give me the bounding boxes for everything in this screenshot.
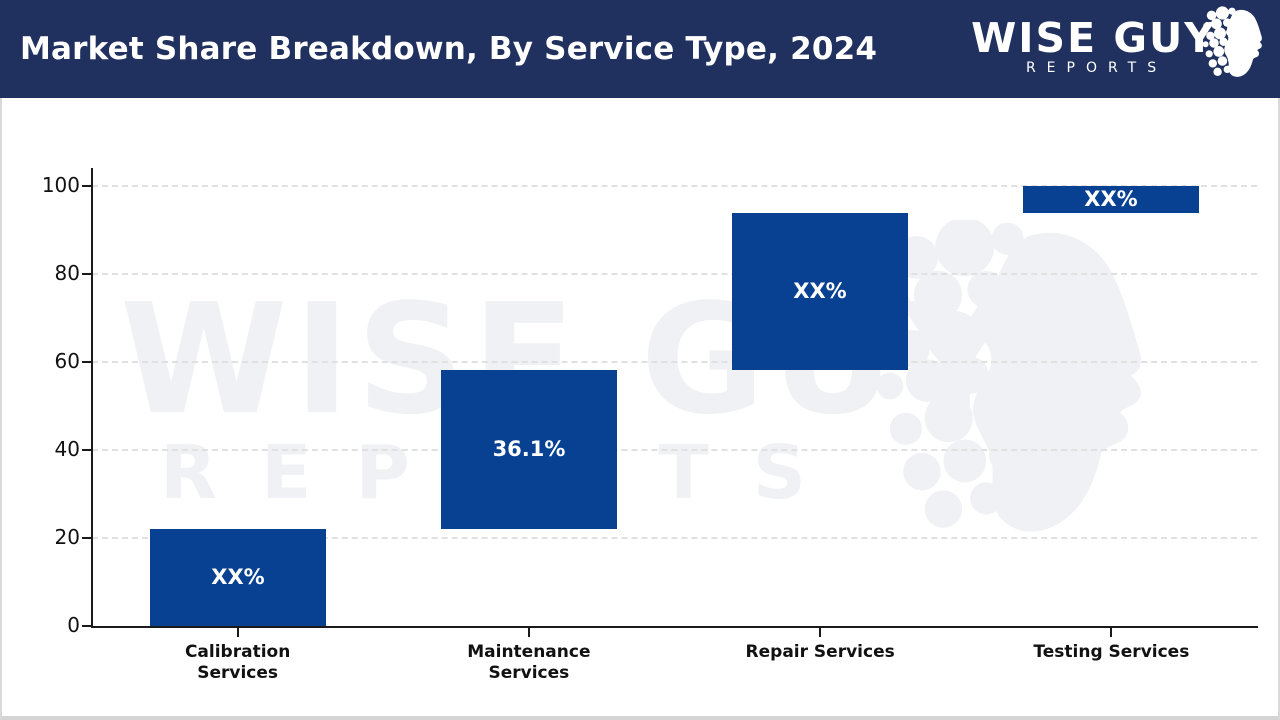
y-tick-label: 100 xyxy=(41,173,80,197)
y-axis-spine xyxy=(91,168,93,628)
x-tick-mark xyxy=(527,628,530,637)
x-category-label: Calibration Services xyxy=(184,642,291,684)
x-axis-spine xyxy=(91,626,1258,628)
y-tick-label: 40 xyxy=(54,437,80,461)
waterfall-chart: 0 20 40 60 80 100 XX% 36.1% XX% XX% Calibration Se… xyxy=(2,98,1278,716)
y-tick-mark xyxy=(82,449,91,451)
y-tick-label: 60 xyxy=(54,349,80,373)
gridline-100 xyxy=(92,185,1257,187)
y-tick-mark xyxy=(82,185,91,187)
logo-wordmark: WISE GUY REPORTS xyxy=(971,13,1216,77)
x-tick-mark xyxy=(1110,628,1113,637)
x-category-label: Maintenance Services xyxy=(467,642,591,684)
face-profile-dots-icon xyxy=(1202,6,1262,77)
y-tick-label: 0 xyxy=(67,613,80,637)
wiseguy-logo: WISE GUY REPORTS xyxy=(971,4,1268,88)
bar-value-label: XX% xyxy=(1084,187,1138,212)
page-title: Market Share Breakdown, By Service Type,… xyxy=(20,31,878,67)
x-category-label: Repair Services xyxy=(745,642,895,662)
gridline-60 xyxy=(92,361,1257,363)
x-tick-mark xyxy=(819,628,822,637)
bar-value-label: XX% xyxy=(211,565,265,590)
bar-segment: XX% xyxy=(150,528,326,626)
chart-canvas: WISE GUY REPORTS 020406080100XX%36.1%XX%… xyxy=(0,98,1280,720)
y-tick-label: 80 xyxy=(54,261,80,285)
y-tick-mark xyxy=(82,361,91,363)
bar-segment: 36.1% xyxy=(441,369,617,529)
header: Market Share Breakdown, By Service Type,… xyxy=(0,0,1280,98)
y-tick-mark xyxy=(82,273,91,275)
x-tick-mark xyxy=(236,628,239,637)
y-tick-mark xyxy=(82,537,91,539)
gridline-80 xyxy=(92,273,1257,275)
logo-title: WISE GUY xyxy=(971,13,1216,62)
y-tick-label: 20 xyxy=(54,525,80,549)
bar-value-label: 36.1% xyxy=(492,437,566,462)
bar-segment: XX% xyxy=(1023,186,1199,213)
bar-segment: XX% xyxy=(732,212,908,370)
bar-value-label: XX% xyxy=(793,279,847,304)
gridline-20 xyxy=(92,537,1257,539)
gridline-40 xyxy=(92,449,1257,451)
x-category-label: Testing Services xyxy=(1033,642,1190,662)
y-tick-mark xyxy=(82,625,91,627)
logo-subtitle: REPORTS xyxy=(1025,60,1168,77)
